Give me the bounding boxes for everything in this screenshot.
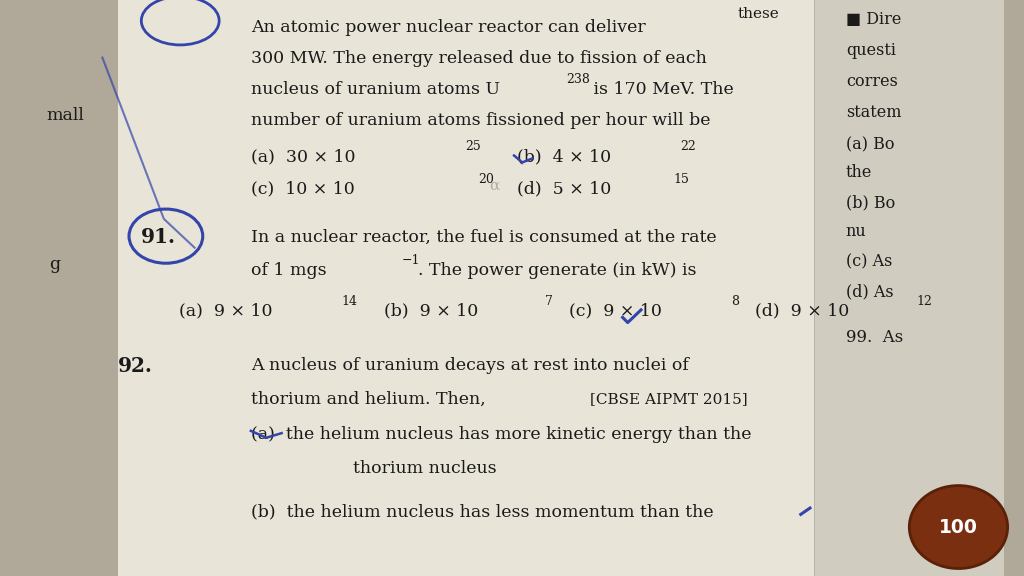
Text: (d)  9 × 10: (d) 9 × 10 [755,302,849,320]
Text: In a nuclear reactor, the fuel is consumed at the rate: In a nuclear reactor, the fuel is consum… [251,229,717,246]
Text: (d)  5 × 10: (d) 5 × 10 [517,180,611,198]
Text: −1: −1 [401,255,420,267]
Text: 22: 22 [680,141,695,153]
Text: statem: statem [846,104,901,122]
Text: 12: 12 [916,295,933,308]
Text: α: α [489,179,500,193]
Text: (b)  the helium nucleus has less momentum than the: (b) the helium nucleus has less momentum… [251,503,714,520]
Text: number of uranium atoms fissioned per hour will be: number of uranium atoms fissioned per ho… [251,112,711,130]
Text: thorium and helium. Then,: thorium and helium. Then, [251,391,485,408]
Text: (a) Bo: (a) Bo [846,137,894,154]
Text: thorium nucleus: thorium nucleus [353,460,497,477]
Text: A nucleus of uranium decays at rest into nuclei of: A nucleus of uranium decays at rest into… [251,357,689,374]
Text: (a)  9 × 10: (a) 9 × 10 [179,302,272,320]
Text: 238: 238 [566,73,590,86]
Text: (b)  4 × 10: (b) 4 × 10 [517,148,611,165]
Text: (a)  30 × 10: (a) 30 × 10 [251,148,355,165]
Text: (d) As: (d) As [846,283,894,300]
Text: 300 MW. The energy released due to fission of each: 300 MW. The energy released due to fissi… [251,50,707,67]
Text: (c) As: (c) As [846,253,892,270]
Text: g: g [49,256,60,274]
Text: (b) Bo: (b) Bo [846,194,895,211]
Text: ■ Dire: ■ Dire [846,11,901,28]
Text: 100: 100 [939,518,978,536]
Text: 25: 25 [465,141,480,153]
Text: of 1 mgs: of 1 mgs [251,262,327,279]
Text: (b)  9 × 10: (b) 9 × 10 [384,302,478,320]
Bar [118,0,814,576]
Text: the: the [846,164,872,181]
Text: 99.  As: 99. As [846,329,903,346]
Text: (c)  10 × 10: (c) 10 × 10 [251,180,354,198]
Text: . The power generate (in kW) is: . The power generate (in kW) is [418,262,696,279]
Text: mall: mall [46,107,84,124]
Text: these: these [737,7,779,21]
Text: (a)  the helium nucleus has more kinetic energy than the: (a) the helium nucleus has more kinetic … [251,426,752,444]
Text: nucleus of uranium atoms U: nucleus of uranium atoms U [251,81,500,98]
Text: questi: questi [846,42,896,59]
Text: 8: 8 [731,295,739,308]
Text: 14: 14 [341,295,357,308]
Text: 91.: 91. [141,228,176,247]
Text: (c)  9 × 10: (c) 9 × 10 [569,302,663,320]
Text: is 170 MeV. The: is 170 MeV. The [588,81,733,98]
Bar [814,0,1004,576]
Text: 7: 7 [545,295,553,308]
Text: 15: 15 [674,173,690,185]
Text: [CBSE AIPMT 2015]: [CBSE AIPMT 2015] [590,392,748,406]
Text: nu: nu [846,223,866,240]
Text: corres: corres [846,73,898,90]
Ellipse shape [909,486,1008,569]
Text: 20: 20 [478,173,495,185]
Text: An atomic power nuclear reactor can deliver: An atomic power nuclear reactor can deli… [251,19,645,36]
Text: 92.: 92. [118,356,153,376]
